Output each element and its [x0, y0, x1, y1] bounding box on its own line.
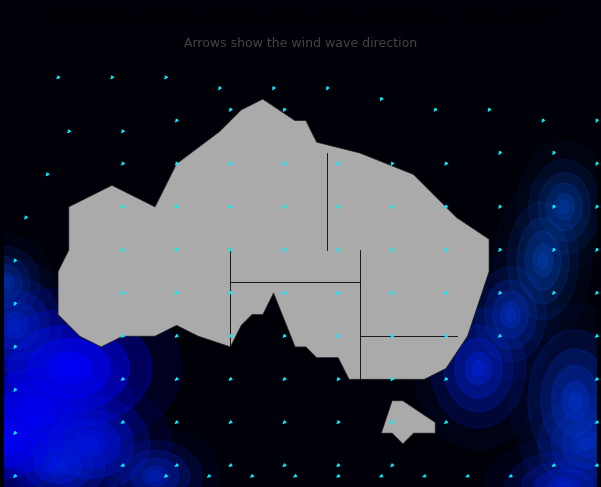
Ellipse shape [517, 218, 569, 304]
Ellipse shape [522, 461, 601, 487]
Ellipse shape [0, 278, 9, 287]
Ellipse shape [541, 349, 601, 452]
Ellipse shape [8, 319, 22, 332]
Ellipse shape [8, 325, 129, 412]
Ellipse shape [34, 448, 82, 483]
Ellipse shape [148, 471, 162, 481]
Ellipse shape [507, 202, 579, 320]
Ellipse shape [0, 273, 14, 292]
Ellipse shape [472, 360, 485, 376]
Ellipse shape [17, 395, 56, 428]
Ellipse shape [45, 456, 71, 475]
Ellipse shape [31, 396, 150, 487]
Ellipse shape [0, 291, 49, 360]
Ellipse shape [557, 482, 573, 487]
Ellipse shape [0, 410, 47, 478]
Ellipse shape [525, 231, 561, 290]
Ellipse shape [10, 379, 171, 487]
Ellipse shape [493, 291, 528, 338]
Ellipse shape [108, 441, 203, 487]
Ellipse shape [506, 308, 516, 321]
Ellipse shape [75, 431, 106, 457]
Ellipse shape [52, 461, 64, 470]
Ellipse shape [538, 253, 548, 269]
Ellipse shape [569, 391, 582, 411]
Ellipse shape [522, 379, 601, 487]
Ellipse shape [579, 437, 593, 450]
Ellipse shape [58, 360, 80, 376]
Ellipse shape [533, 244, 553, 277]
Ellipse shape [0, 257, 30, 308]
Ellipse shape [0, 234, 53, 331]
Polygon shape [381, 401, 435, 444]
Ellipse shape [0, 369, 88, 455]
Ellipse shape [485, 280, 537, 349]
Ellipse shape [0, 396, 64, 487]
Ellipse shape [563, 420, 601, 468]
Ellipse shape [501, 301, 520, 328]
Ellipse shape [475, 267, 546, 362]
Ellipse shape [484, 438, 601, 487]
Text: Arrows show the wind wave direction: Arrows show the wind wave direction [184, 37, 417, 50]
Ellipse shape [46, 352, 91, 385]
Ellipse shape [454, 339, 502, 398]
Ellipse shape [431, 309, 526, 428]
Ellipse shape [0, 301, 38, 349]
Ellipse shape [23, 440, 93, 487]
Ellipse shape [563, 381, 588, 420]
Ellipse shape [0, 264, 22, 300]
Ellipse shape [142, 467, 168, 486]
Ellipse shape [573, 431, 599, 457]
Ellipse shape [2, 313, 28, 338]
Ellipse shape [0, 420, 34, 468]
Ellipse shape [560, 200, 569, 213]
Ellipse shape [1, 382, 72, 441]
Ellipse shape [511, 304, 601, 487]
Ellipse shape [0, 278, 63, 373]
Ellipse shape [462, 250, 559, 379]
Ellipse shape [548, 477, 581, 487]
Ellipse shape [0, 331, 133, 487]
Ellipse shape [547, 183, 582, 230]
Ellipse shape [28, 339, 111, 398]
Ellipse shape [444, 325, 513, 412]
Ellipse shape [555, 194, 574, 220]
Ellipse shape [82, 437, 99, 450]
Text: Secondary Swell energy on Sunday 23 Mar at 5am AEDT: Secondary Swell energy on Sunday 23 Mar … [45, 9, 556, 27]
Ellipse shape [132, 458, 178, 487]
Ellipse shape [505, 451, 601, 487]
Ellipse shape [495, 180, 591, 341]
Ellipse shape [0, 352, 108, 471]
Ellipse shape [0, 247, 40, 318]
Ellipse shape [0, 379, 85, 487]
Ellipse shape [0, 309, 152, 428]
Ellipse shape [552, 365, 599, 436]
Ellipse shape [27, 404, 46, 420]
Polygon shape [58, 99, 489, 379]
Ellipse shape [11, 430, 105, 487]
Ellipse shape [0, 437, 12, 450]
Ellipse shape [61, 420, 120, 468]
Ellipse shape [121, 450, 189, 487]
Ellipse shape [0, 288, 182, 450]
Ellipse shape [465, 352, 491, 385]
Ellipse shape [529, 159, 600, 254]
Ellipse shape [90, 428, 220, 487]
Ellipse shape [528, 330, 601, 472]
Ellipse shape [0, 417, 123, 487]
Ellipse shape [538, 396, 601, 487]
Ellipse shape [413, 288, 543, 450]
Ellipse shape [552, 410, 601, 478]
Ellipse shape [535, 469, 594, 487]
Ellipse shape [0, 431, 20, 457]
Ellipse shape [0, 261, 79, 390]
Ellipse shape [47, 410, 133, 478]
Ellipse shape [538, 172, 590, 242]
